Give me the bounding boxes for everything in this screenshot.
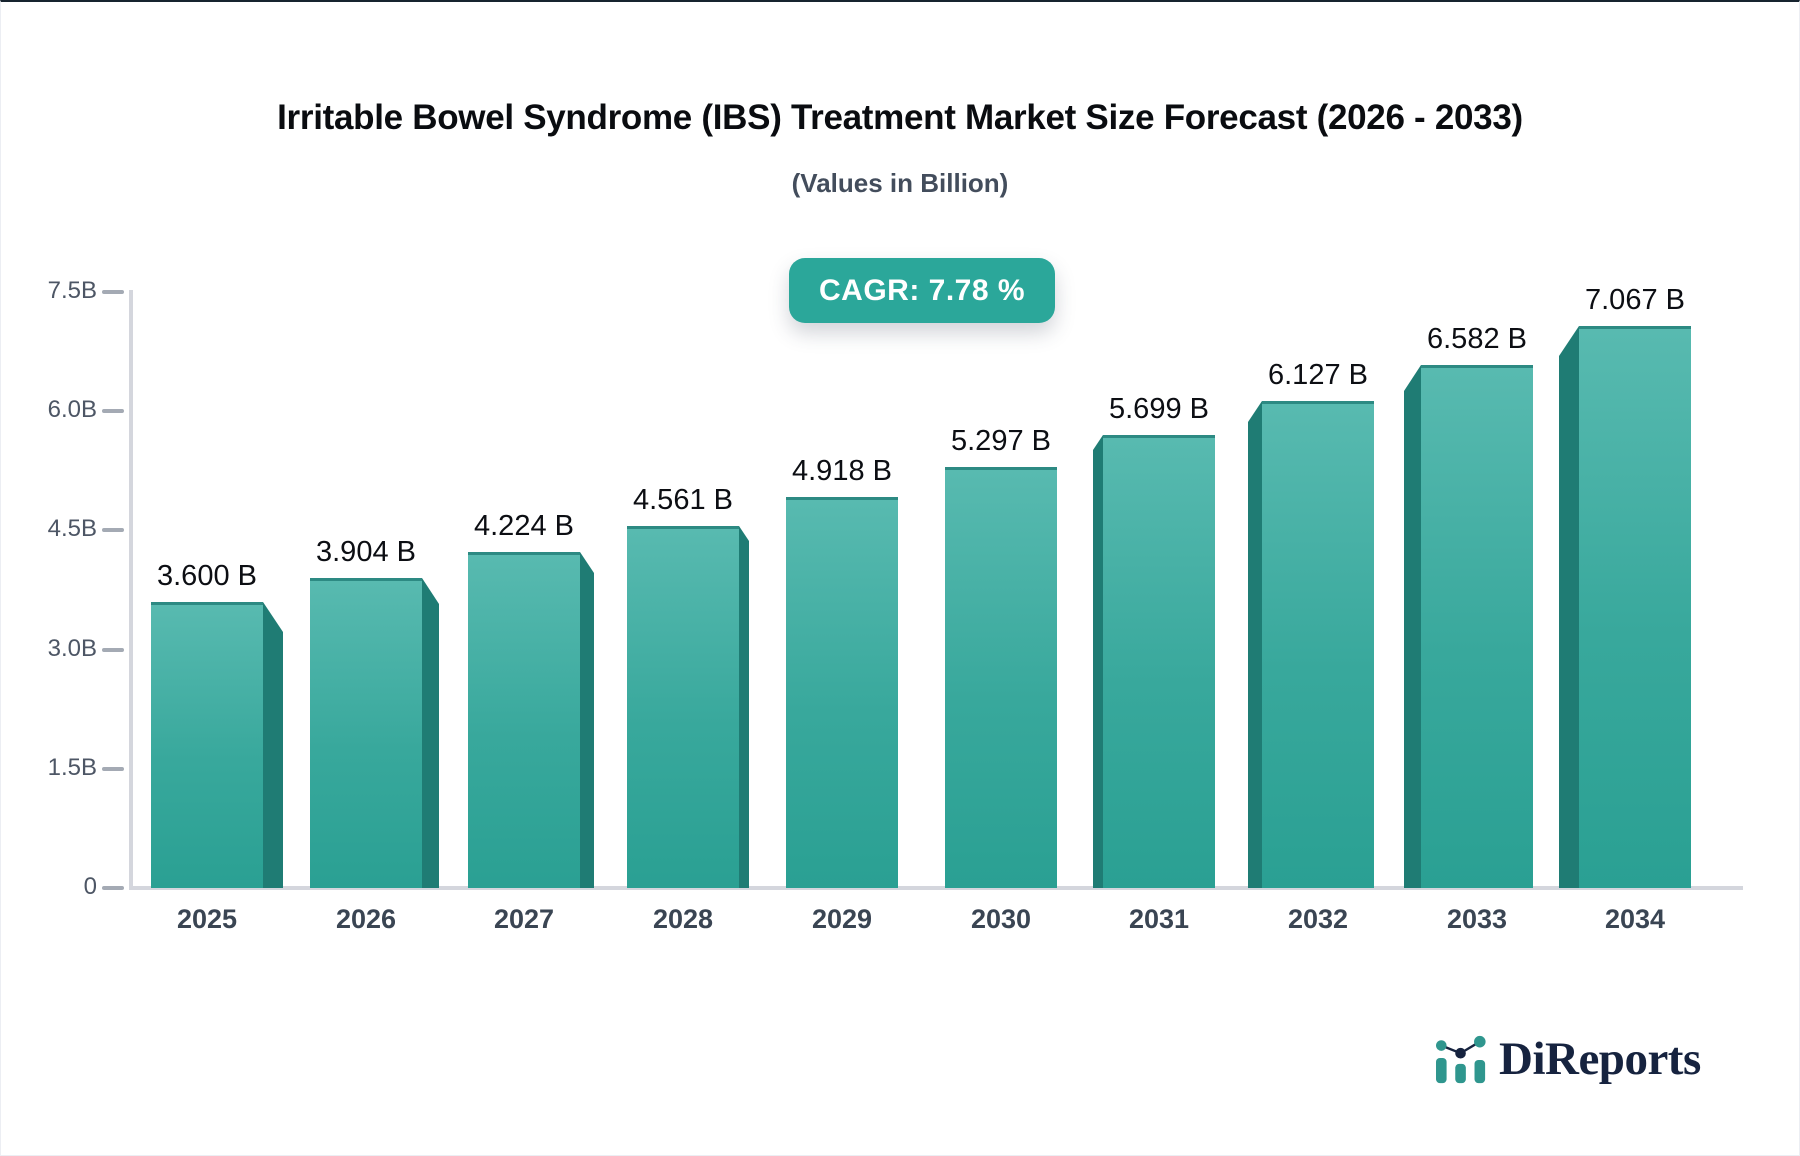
x-axis-label: 2032	[1287, 904, 1349, 934]
y-axis-tick	[102, 886, 124, 890]
x-axis-label: 2029	[811, 904, 873, 934]
bar-value-label: 4.918 B	[792, 455, 892, 487]
bar-3d-side	[739, 526, 749, 888]
x-axis-label: 2033	[1446, 904, 1508, 934]
bar-value-label: 4.561 B	[633, 484, 733, 516]
mini-bar-chart-icon	[1436, 1035, 1486, 1084]
y-axis-tick	[102, 409, 124, 414]
bar	[1579, 326, 1691, 888]
y-axis-tick	[102, 647, 124, 652]
bar-3d-side	[1093, 435, 1103, 888]
bar-3d-side	[263, 602, 283, 888]
x-axis-label: 2031	[1128, 904, 1190, 934]
y-axis-label: 6.0B	[47, 396, 97, 424]
y-axis-label: 0	[83, 873, 97, 900]
cagr-badge-label: CAGR: 7.78 %	[819, 273, 1026, 307]
bar	[1103, 435, 1215, 888]
bar-value-label: 3.904 B	[316, 536, 416, 568]
x-axis-label: 2027	[493, 904, 555, 934]
bar	[945, 467, 1057, 888]
x-axis-label: 2028	[652, 904, 714, 934]
y-axis-tick	[102, 766, 124, 771]
bar	[627, 526, 739, 888]
bar-value-label: 6.127 B	[1268, 359, 1368, 391]
bar	[151, 602, 263, 888]
x-axis-label: 2026	[335, 904, 397, 934]
bar-3d-side	[580, 552, 594, 888]
bar	[468, 552, 580, 888]
chart-subtitle: (Values in Billion)	[791, 168, 1009, 198]
bar-value-label: 6.582 B	[1427, 323, 1527, 355]
direports-logo: DiReports	[1433, 1032, 1701, 1086]
y-axis-label: 4.5B	[47, 515, 97, 543]
y-axis-tick	[102, 290, 124, 294]
cagr-badge: CAGR: 7.78 %	[789, 258, 1056, 323]
bar-value-label: 5.297 B	[951, 425, 1051, 457]
x-axis-label: 2025	[176, 904, 238, 934]
brand-name: DiReports	[1499, 1033, 1701, 1085]
y-axis-tick	[102, 528, 124, 533]
y-axis-label: 7.5B	[47, 277, 97, 304]
bar	[1421, 365, 1533, 888]
chart-title: Irritable Bowel Syndrome (IBS) Treatment…	[277, 98, 1523, 137]
x-axis-line	[129, 886, 1743, 890]
x-axis-label: 2034	[1604, 904, 1666, 934]
bar	[786, 497, 898, 888]
bar-3d-side	[1404, 365, 1421, 888]
bar	[310, 578, 422, 888]
bar	[1262, 401, 1374, 888]
x-axis-label: 2030	[970, 904, 1032, 934]
bar-3d-side	[1248, 401, 1262, 888]
y-axis-label: 3.0B	[47, 634, 97, 662]
bar-value-label: 3.600 B	[157, 560, 257, 592]
y-axis-line	[129, 290, 133, 888]
bar-value-label: 4.224 B	[474, 510, 574, 542]
bar-value-label: 5.699 B	[1109, 393, 1209, 425]
bar-3d-side	[1559, 326, 1579, 888]
y-axis-label: 1.5B	[47, 753, 97, 781]
bar-3d-side	[422, 578, 439, 888]
bar-value-label: 7.067 B	[1585, 284, 1685, 316]
